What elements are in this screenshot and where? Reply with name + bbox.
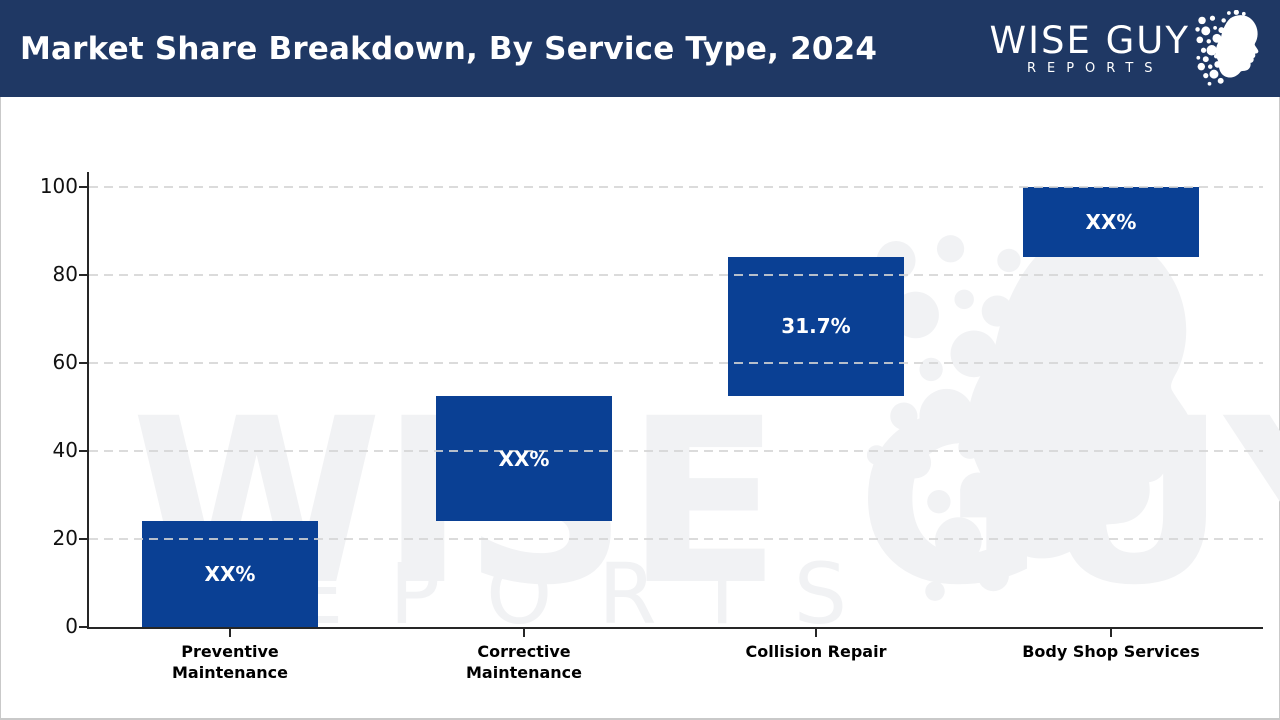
x-category-label-line: Corrective [477, 642, 571, 661]
bar-2 [436, 396, 612, 522]
gridline-40 [89, 450, 1263, 452]
brand-tagline: REPORTS [1026, 61, 1164, 76]
brand-logo: WISE GUY REPORTS [990, 6, 1280, 92]
header-bar: Market Share Breakdown, By Service Type,… [0, 0, 1280, 97]
y-tick-mark [79, 274, 87, 276]
page-title: Market Share Breakdown, By Service Type,… [20, 30, 878, 67]
x-axis-line [87, 627, 1263, 629]
y-tick-label: 100 [39, 174, 78, 198]
y-tick-mark [79, 626, 87, 628]
x-category-label-line: Maintenance [465, 663, 583, 682]
gridline-20 [89, 538, 1263, 540]
brand-text: WISE GUY REPORTS [990, 22, 1190, 75]
y-tick-mark [79, 186, 87, 188]
x-category-label: Body Shop Services [1022, 641, 1200, 662]
x-tick-mark [229, 629, 231, 637]
y-tick-label: 80 [52, 262, 78, 286]
y-tick-mark [79, 538, 87, 540]
y-tick-label: 60 [52, 350, 78, 374]
bar-value-label: 31.7% [781, 314, 851, 339]
watermark-face-icon [861, 206, 1191, 601]
x-category-label-line: Collision Repair [745, 642, 887, 661]
wiseguy-face-icon [1195, 9, 1259, 86]
y-tick-mark [79, 450, 87, 452]
x-category-label-line: Body Shop Services [1022, 642, 1200, 661]
y-tick-mark [79, 362, 87, 364]
x-category-label: Corrective Maintenance [466, 641, 582, 683]
x-tick-mark [523, 629, 525, 637]
x-category-label: Preventive Maintenance [172, 641, 288, 683]
x-tick-mark [815, 629, 817, 637]
brand-name: WISE GUY [989, 19, 1190, 62]
x-category-label-line: Preventive [181, 642, 279, 661]
bar-value-label: XX% [204, 562, 256, 587]
x-category-label: Collision Repair [746, 641, 887, 662]
gridline-100 [89, 186, 1263, 188]
x-category-label-line: Maintenance [171, 663, 289, 682]
y-tick-label: 20 [52, 526, 78, 550]
gridline-60 [89, 362, 1263, 364]
y-tick-label: 0 [65, 614, 78, 638]
gridline-80 [89, 274, 1263, 276]
bar-value-label: XX% [1085, 209, 1137, 234]
y-axis-line [87, 172, 89, 629]
y-tick-label: 40 [52, 438, 78, 462]
bar-value-label: XX% [498, 446, 550, 471]
x-tick-mark [1110, 629, 1112, 637]
bar-3 [728, 256, 904, 396]
bar-4 [1023, 187, 1199, 257]
